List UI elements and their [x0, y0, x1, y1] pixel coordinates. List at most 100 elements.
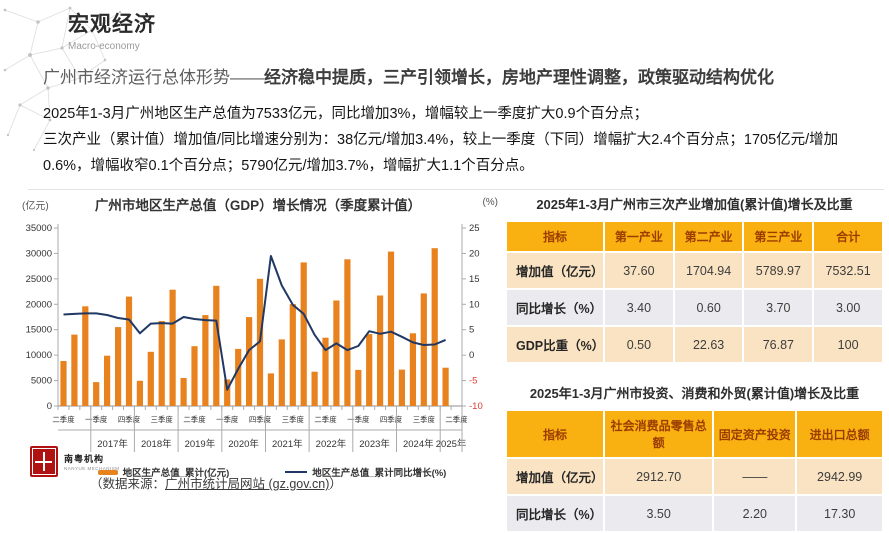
table-header-cell: 指标: [504, 220, 606, 253]
table-row: 同比增长（%） 3.50 2.20 17.30: [504, 494, 884, 533]
left-axis-tick: 35000: [26, 223, 52, 234]
page-header: 宏观经济 Macro-economy: [68, 8, 156, 52]
quarter-label: 三季度: [282, 415, 305, 424]
gdp-bar: [147, 351, 154, 406]
summary-line-2: 三次产业（累计值）增加值/同比增速分别为：38亿元/增加3.4%，较上一季度（下…: [43, 132, 839, 174]
gdp-bar: [409, 333, 416, 406]
legend-item-growth: 地区生产总值_累计同比增长(%): [285, 465, 446, 479]
data-source: （数据来源：广州市统计局网站 (gz.gov.cn)）: [90, 473, 342, 492]
quarter-label: 二季度: [314, 415, 337, 424]
table-cell: 增加值（亿元）: [504, 251, 606, 290]
table-header-cell: 第二产业: [672, 220, 745, 253]
table-row: GDP比重（%） 0.50 22.63 76.87 100: [504, 325, 884, 364]
table-cell: 3.00: [812, 288, 884, 327]
table-header-cell: 固定资产投资: [712, 409, 798, 459]
table-cell: 3.40: [603, 288, 675, 327]
table-row: 同比增长（%） 3.40 0.60 3.70 3.00: [504, 288, 884, 327]
gdp-bar: [93, 382, 100, 406]
quarter-label: 二季度: [183, 415, 206, 424]
gdp-bar: [289, 304, 296, 406]
gdp-bar: [311, 371, 318, 406]
gdp-bar: [71, 334, 78, 406]
source-link[interactable]: 广州市统计局网站 (gz.gov.cn): [165, 477, 330, 491]
table-cell: 3.70: [742, 288, 815, 327]
gdp-bar: [180, 378, 187, 406]
year-label: 2021年: [272, 438, 303, 450]
summary-paragraph: 2025年1-3月广州地区生产总值为7533亿元，同比增加3%，增幅较上一季度扩…: [43, 102, 867, 180]
logo-name-en: NANYUE MECHANISM: [64, 466, 120, 471]
chart-legend: 地区生产总值_累计(亿元) 地区生产总值_累计同比增长(%): [48, 465, 496, 479]
left-axis-tick: 15000: [26, 325, 52, 336]
page-subtitle: Macro-economy: [68, 41, 140, 52]
gdp-bar: [377, 295, 384, 406]
legend-bar-label: 地区生产总值_累计(亿元): [122, 468, 230, 479]
quarter-label: 二季度: [445, 415, 468, 424]
summary-line-1: 2025年1-3月广州地区生产总值为7533亿元，同比增加3%，增幅较上一季度扩…: [43, 106, 649, 122]
org-logo: 南粤机构 NANYUE MECHANISM: [30, 446, 120, 477]
table-cell: 100: [812, 325, 884, 364]
right-axis-tick: 0: [469, 350, 474, 361]
left-axis-tick: 25000: [26, 274, 52, 285]
table-header-cell: 第三产业: [742, 220, 815, 253]
quarter-label: 四季度: [118, 415, 141, 424]
table-header-row: 指标 社会消费品零售总额 固定资产投资 进出口总额: [504, 409, 884, 459]
gdp-bar: [246, 317, 253, 406]
right-axis-tick: 20: [469, 248, 480, 259]
slide: { "header": { "title": "宏观经济", "subtitle…: [3, 6, 884, 533]
quarter-label: 二季度: [52, 415, 75, 424]
headline-emphasis: 经济稳中提质，三产引领增长，房地产理性调整，政策驱动结构优化: [264, 68, 774, 87]
gdp-bar: [169, 289, 176, 406]
gdp-chart-panel: 广州市地区生产总值（GDP）增长情况（季度累计值） (亿元) (%) 0 5000…: [18, 194, 498, 479]
gdp-bar: [136, 380, 143, 406]
headline-prefix: 广州市经济运行总体形势——: [43, 68, 264, 87]
table-header-row: 指标 第一产业 第二产业 第三产业 合计: [504, 220, 884, 253]
table-cell: 3.50: [603, 494, 715, 533]
industry-table: 指标 第一产业 第二产业 第三产业 合计 增加值（亿元） 37.60 1704.94 5789.…: [504, 220, 884, 364]
gdp-bar: [420, 293, 427, 406]
gdp-bar: [300, 262, 307, 406]
quarter-label: 一季度: [347, 415, 370, 424]
gdp-bar: [366, 334, 373, 406]
right-axis-tick: 25: [469, 223, 480, 234]
page-title: 宏观经济: [68, 13, 156, 36]
table-cell: ——: [712, 457, 798, 496]
left-axis-tick: 10000: [26, 350, 52, 361]
right-axis-tick: -5: [469, 376, 477, 387]
legend-line-swatch: [285, 471, 308, 473]
left-axis-tick: 30000: [26, 248, 52, 259]
gdp-bar: [224, 379, 231, 406]
table-cell: 2942.99: [795, 457, 884, 496]
gdp-bar: [191, 346, 198, 406]
table-header-cell: 合计: [812, 220, 884, 253]
industry-table-title: 2025年1-3月广州市三次产业增加值(累计值)增长及比重: [536, 197, 853, 212]
table-cell: 22.63: [672, 325, 745, 364]
trade-table-title: 2025年1-3月广州市投资、消费和外贸(累计值)增长及比重: [529, 386, 860, 401]
table-header-cell: 指标: [504, 409, 606, 459]
trade-table: 指标 社会消费品零售总额 固定资产投资 进出口总额 增加值（亿元） 2912.70 —— 29…: [504, 409, 884, 533]
table-cell: 1704.94: [672, 251, 745, 290]
left-axis-tick: 20000: [26, 299, 52, 310]
table-cell: 同比增长（%）: [504, 494, 606, 533]
gdp-bar: [115, 327, 122, 406]
table-cell: 0.60: [672, 288, 745, 327]
right-axis-unit: (%): [482, 197, 498, 208]
year-label: 2020年: [228, 438, 259, 450]
gdp-bar: [202, 315, 209, 406]
growth-line: [63, 255, 446, 391]
year-label: 2025年: [436, 438, 467, 450]
gdp-combo-chart: 0 5000 10000 15000 20000 25000 30000 35000 -10 -5…: [26, 223, 483, 452]
legend-bar-swatch: [97, 469, 118, 475]
table-row: 增加值（亿元） 37.60 1704.94 5789.97 7532.51: [504, 251, 884, 290]
table-cell: 2912.70: [603, 457, 715, 496]
year-label: 2018年: [141, 438, 172, 450]
headline: 广州市经济运行总体形势——经济稳中提质，三产引领增长，房地产理性调整，政策驱动结…: [43, 66, 873, 90]
logo-name: 南粤机构: [64, 454, 105, 464]
table-header-cell: 第一产业: [603, 220, 675, 253]
quarter-label: 一季度: [85, 415, 108, 424]
gdp-bar: [322, 337, 329, 406]
gdp-bar: [278, 339, 285, 406]
right-axis-tick: 5: [469, 325, 474, 336]
year-label: 2022年: [316, 438, 347, 450]
divider-line: [28, 189, 884, 190]
tables-panel: 2025年1-3月广州市三次产业增加值(累计值)增长及比重 指标 第一产业 第二产业…: [504, 194, 884, 533]
